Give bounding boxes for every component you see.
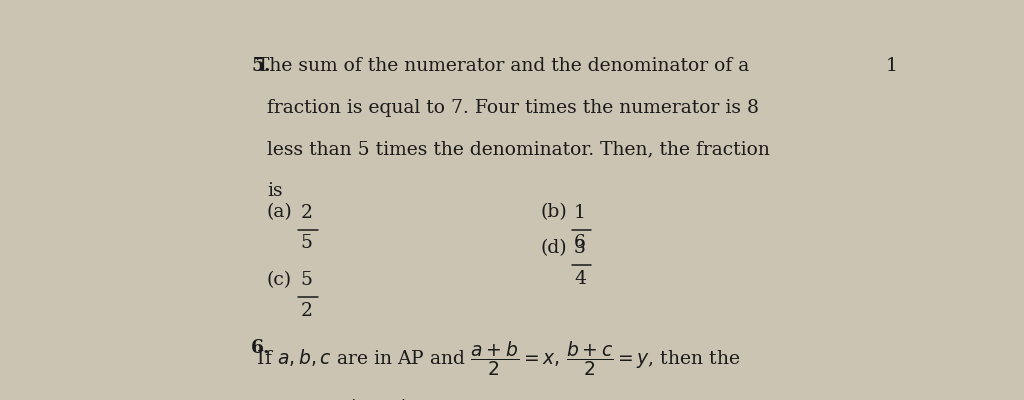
- Text: 1: 1: [886, 57, 898, 75]
- Text: 2: 2: [300, 204, 312, 222]
- Text: (b): (b): [541, 204, 567, 222]
- Text: (a): (a): [267, 204, 293, 222]
- Text: 1: 1: [574, 204, 586, 222]
- Text: 2: 2: [300, 302, 312, 320]
- Text: 4: 4: [574, 270, 586, 288]
- Text: is: is: [267, 182, 283, 200]
- Text: value of $(x + y)$ is: value of $(x + y)$ is: [267, 397, 430, 400]
- Text: 6: 6: [574, 234, 586, 252]
- Text: 6.: 6.: [251, 339, 270, 357]
- Text: (d): (d): [541, 239, 567, 257]
- Text: 3: 3: [574, 239, 586, 257]
- Text: 5: 5: [300, 271, 312, 289]
- Text: 5: 5: [300, 234, 312, 252]
- Text: If $a, b, c$ are in AP and $\dfrac{a+b}{2} = x,\, \dfrac{b+c}{2} = y$, then the: If $a, b, c$ are in AP and $\dfrac{a+b}{…: [251, 339, 740, 378]
- Text: 5.: 5.: [251, 57, 270, 75]
- Text: The sum of the numerator and the denominator of a: The sum of the numerator and the denomin…: [251, 57, 750, 75]
- Text: fraction is equal to 7. Four times the numerator is 8: fraction is equal to 7. Four times the n…: [267, 99, 759, 117]
- Text: less than 5 times the denominator. Then, the fraction: less than 5 times the denominator. Then,…: [267, 140, 770, 158]
- Text: (c): (c): [267, 271, 292, 289]
